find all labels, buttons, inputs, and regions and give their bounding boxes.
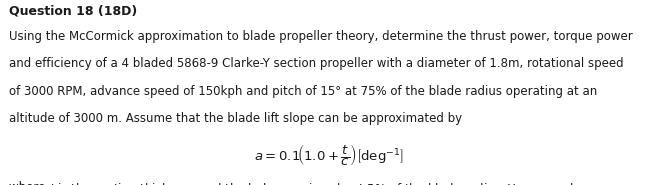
Text: Using the McCormick approximation to blade propeller theory, determine the thrus: Using the McCormick approximation to bla… — [9, 30, 632, 43]
Text: where $t$: where $t$ — [9, 181, 56, 185]
Text: Question 18 (18D): Question 18 (18D) — [9, 5, 137, 18]
Text: altitude of 3000 m. Assume that the blade lift slope can be approximated by: altitude of 3000 m. Assume that the blad… — [9, 112, 462, 125]
Text: and efficiency of a 4 bladed 5868-9 Clarke-Y section propeller with a diameter o: and efficiency of a 4 bladed 5868-9 Clar… — [9, 57, 623, 70]
Text: where: where — [9, 181, 49, 185]
Text: of 3000 RPM, advance speed of 150kph and pitch of 15° at 75% of the blade radius: of 3000 RPM, advance speed of 150kph and… — [9, 85, 597, 98]
Text: where $t$ is the section thickness and the hub occupies about 5% of the blade ra: where $t$ is the section thickness and t… — [9, 181, 587, 185]
Text: $a = 0.1\!\left(1.0+\dfrac{t}{c}\right)\left[\mathrm{deg}^{-1}\right]$: $a = 0.1\!\left(1.0+\dfrac{t}{c}\right)\… — [254, 142, 403, 168]
